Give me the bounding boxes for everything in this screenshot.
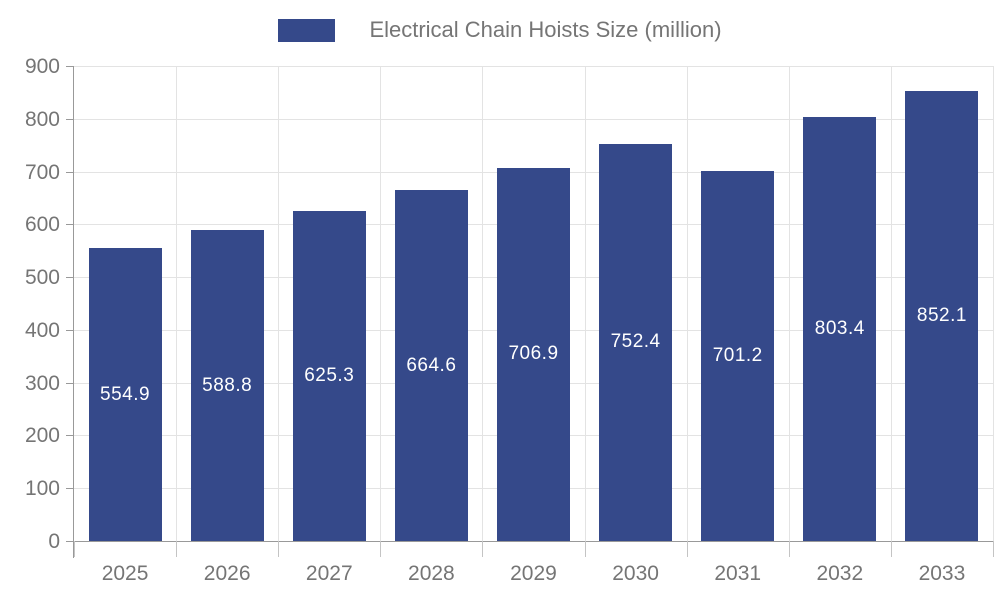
y-tick-label: 800 xyxy=(24,107,60,131)
y-tick-mark xyxy=(66,277,74,279)
gridline-vertical xyxy=(482,66,484,541)
bar[interactable]: 588.8 xyxy=(190,230,264,541)
x-tick-mark xyxy=(890,541,892,557)
y-tick-mark xyxy=(66,382,74,384)
bar[interactable]: 554.9 xyxy=(88,248,162,541)
y-tick-label: 100 xyxy=(24,477,60,501)
x-tick-mark xyxy=(176,541,178,557)
gridline-vertical xyxy=(686,66,688,541)
x-tick-mark xyxy=(584,541,586,557)
x-tick-label: 2030 xyxy=(612,562,659,585)
x-axis-line xyxy=(74,541,994,542)
gridline-horizontal xyxy=(74,66,993,67)
y-tick-mark xyxy=(66,435,74,437)
bar[interactable]: 625.3 xyxy=(292,210,366,541)
y-tick-mark xyxy=(66,488,74,490)
y-tick-label: 200 xyxy=(24,424,60,448)
legend-label: Electrical Chain Hoists Size (million) xyxy=(369,17,722,42)
gridline-vertical xyxy=(176,66,178,541)
x-tick-mark xyxy=(686,541,688,557)
bar-value-label: 588.8 xyxy=(202,374,253,396)
y-tick-label: 400 xyxy=(24,318,60,342)
y-tick-label: 0 xyxy=(48,530,60,553)
x-tick-mark xyxy=(482,541,484,557)
x-tick-label: 2031 xyxy=(714,562,762,585)
y-tick-mark xyxy=(66,224,74,226)
y-tick-mark xyxy=(66,171,74,173)
x-tick-mark xyxy=(278,541,280,557)
x-tick-mark xyxy=(74,541,75,557)
x-tick-mark xyxy=(993,541,994,557)
plot-area: 554.9 588.8 625.3 664.6 706.9 752.4 701.2 803.4… xyxy=(74,66,994,541)
y-tick-label: 900 xyxy=(24,55,60,78)
bar[interactable]: 701.2 xyxy=(701,170,775,541)
bar-value-label: 752.4 xyxy=(610,331,661,353)
x-tick-label: 2027 xyxy=(305,562,353,585)
y-axis-line xyxy=(73,66,74,558)
y-tick-label: 500 xyxy=(24,266,60,290)
y-tick-mark xyxy=(66,118,74,120)
bar[interactable]: 852.1 xyxy=(905,91,979,541)
bar[interactable]: 664.6 xyxy=(394,190,468,541)
gridline-vertical xyxy=(380,66,382,541)
bar-value-label: 852.1 xyxy=(916,305,967,327)
x-tick-label: 2032 xyxy=(816,562,864,585)
x-tick-label: 2025 xyxy=(101,562,149,585)
y-tick-mark xyxy=(66,329,74,331)
bar-value-label: 706.9 xyxy=(508,343,559,365)
x-tick-label: 2033 xyxy=(918,562,966,585)
gridline-vertical xyxy=(278,66,280,541)
y-tick-mark xyxy=(66,541,74,542)
y-tick-label: 700 xyxy=(24,160,60,184)
x-tick-mark xyxy=(788,541,790,557)
bar-value-label: 625.3 xyxy=(304,364,355,386)
gridline-vertical xyxy=(890,66,892,541)
bar[interactable]: 803.4 xyxy=(803,116,877,541)
x-tick-mark xyxy=(380,541,382,557)
y-tick-mark xyxy=(66,66,74,67)
x-tick-label: 2028 xyxy=(408,562,455,585)
gridline-vertical xyxy=(993,66,994,541)
bar-value-label: 803.4 xyxy=(814,317,865,339)
bar-value-label: 664.6 xyxy=(406,354,457,376)
y-tick-label: 300 xyxy=(24,371,60,395)
y-tick-label: 600 xyxy=(24,213,60,237)
bar[interactable]: 752.4 xyxy=(599,143,673,541)
gridline-vertical xyxy=(788,66,790,541)
bar-value-label: 701.2 xyxy=(712,344,763,366)
bar-value-label: 554.9 xyxy=(100,383,151,405)
legend-swatch xyxy=(278,18,336,42)
x-tick-label: 2026 xyxy=(203,562,251,585)
gridline-vertical xyxy=(584,66,586,541)
legend-item[interactable]: Electrical Chain Hoists Size (million) xyxy=(0,16,1000,44)
bar[interactable]: 706.9 xyxy=(497,167,570,541)
x-tick-label: 2029 xyxy=(510,562,557,585)
